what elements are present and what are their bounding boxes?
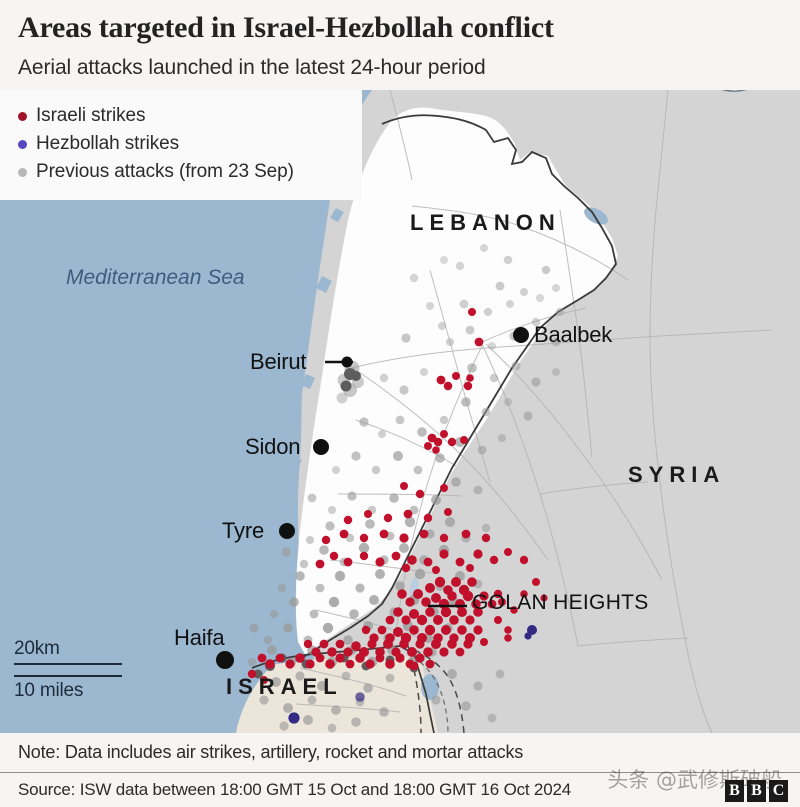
legend-item-previous-attacks[interactable]: Previous attacks (from 23 Sep) [18, 158, 362, 186]
city-dot-sidon [313, 439, 329, 455]
city-dot-baalbek [513, 327, 529, 343]
coastline-bulge [330, 434, 360, 532]
note-bar: Note: Data includes air strikes, artille… [0, 733, 800, 773]
bbc-logo-letter-c: C [769, 780, 788, 802]
legend-dot-red-icon [18, 111, 27, 121]
strike-markers-israeli [247, 308, 548, 684]
scale-rule-top [14, 663, 122, 665]
source-text: Source: ISW data between 18:00 GMT 15 Oc… [18, 780, 571, 799]
border-golan-heights-inner [419, 661, 449, 733]
coastline-sea-overlay [0, 90, 372, 733]
legend-label-hezbollah-strikes: Hezbollah strikes [36, 133, 179, 154]
legend-dot-purple-icon [18, 139, 27, 149]
map-vector [0, 90, 800, 733]
legend-label-previous-attacks: Previous attacks (from 23 Sep) [36, 161, 294, 182]
legend-label-israeli-strikes: Israeli strikes [36, 105, 146, 126]
map-canvas[interactable]: LEBANON SYRIA ISRAEL Mediterranean Sea B… [0, 90, 800, 733]
strike-markers-hezbollah [288, 625, 537, 724]
bbc-logo-letter-b2: B [747, 780, 766, 802]
legend-item-israeli-strikes[interactable]: Israeli strikes [18, 102, 362, 130]
bbc-logo-letter-b1: B [725, 780, 744, 802]
city-dot-haifa [216, 651, 234, 669]
landmass-lebanon [295, 107, 618, 656]
scale-km-label: 20km [14, 638, 60, 659]
page-title: Areas targeted in Israel-Hezbollah confl… [18, 11, 554, 44]
legend: Israeli strikes Hezbollah strikes Previo… [0, 90, 362, 200]
city-dot-tyre [279, 523, 295, 539]
scale-bar: 20km 10 miles [14, 638, 144, 702]
note-text: Note: Data includes air strikes, artille… [18, 742, 524, 762]
scale-miles-label: 10 miles [14, 680, 84, 701]
scale-rule-bottom [14, 675, 122, 677]
page-subtitle: Aerial attacks launched in the latest 24… [18, 56, 486, 79]
water-lake-homs [584, 207, 608, 225]
legend-dot-grey-icon [18, 167, 27, 177]
source-bar: Source: ISW data between 18:00 GMT 15 Oc… [0, 774, 800, 807]
header: Areas targeted in Israel-Hezbollah confl… [0, 0, 800, 90]
legend-item-hezbollah-strikes[interactable]: Hezbollah strikes [18, 130, 362, 158]
city-markers [216, 327, 529, 669]
bbc-logo: B B C [725, 780, 788, 802]
